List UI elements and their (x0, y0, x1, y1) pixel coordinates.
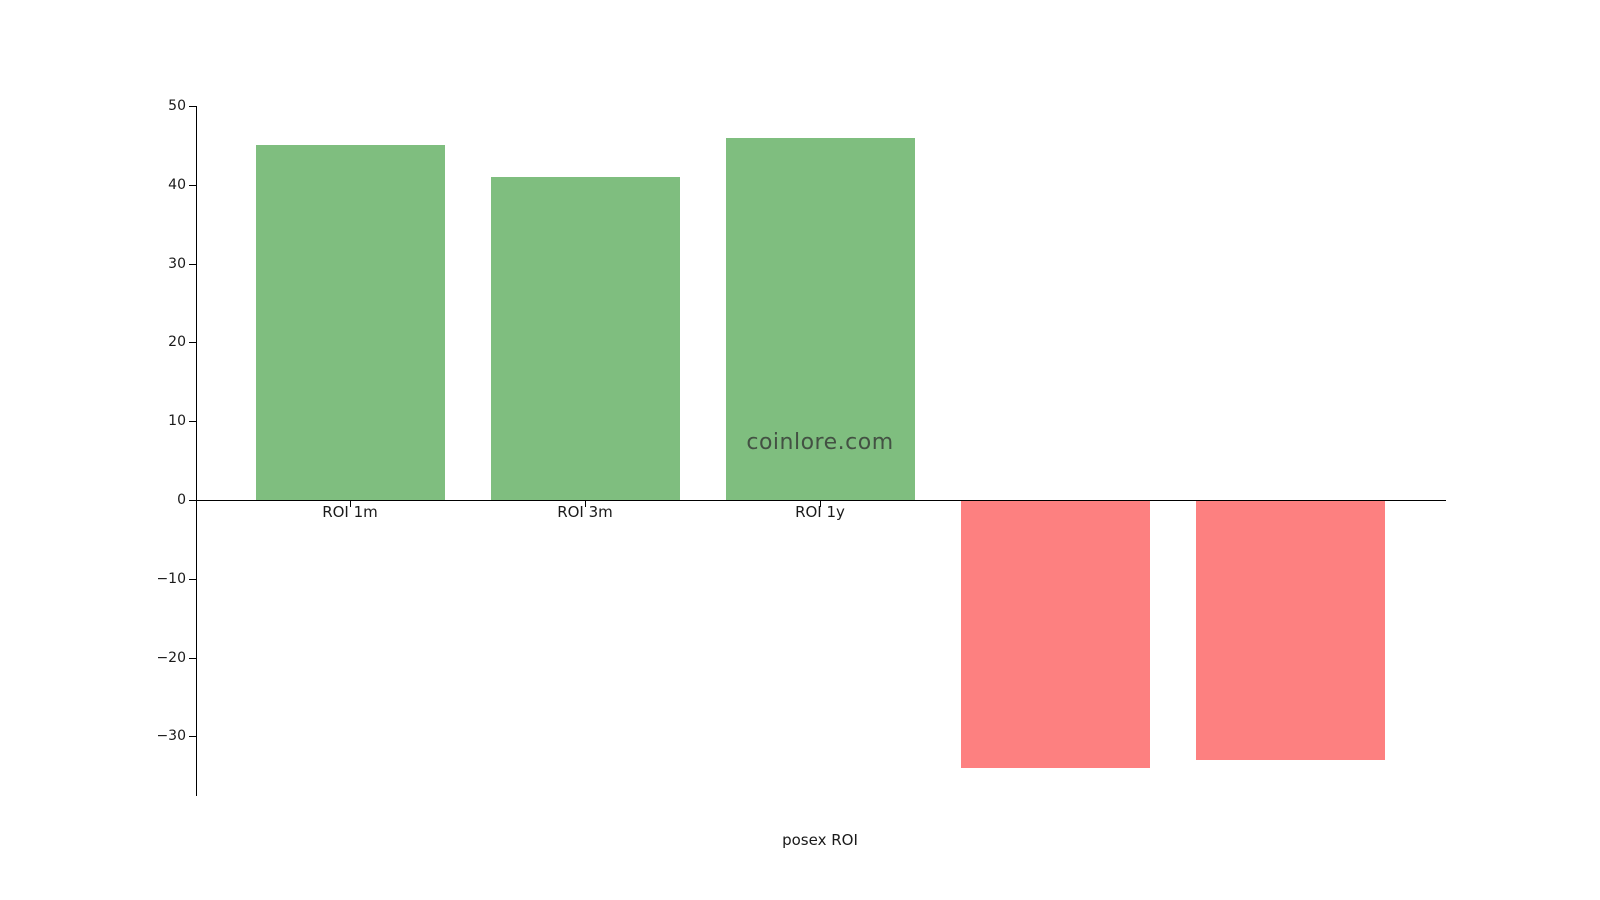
watermark-text: coinlore.com (746, 430, 894, 455)
bar-roi-1m (256, 145, 445, 500)
y-tick-40 (189, 185, 196, 186)
y-tick-label-50: 50 (168, 98, 186, 114)
x-tick-label-roi-1y: ROI 1y (795, 503, 845, 521)
x-axis-title: posex ROI (782, 831, 858, 849)
y-tick-label--30: −30 (156, 728, 186, 744)
x-tick-3 (820, 501, 821, 507)
y-tick-label--10: −10 (156, 571, 186, 587)
bar-roi-3m (491, 177, 680, 500)
bar-4 (961, 501, 1150, 768)
x-tick-label-roi-3m: ROI 3m (557, 503, 613, 521)
y-axis-line (196, 106, 197, 796)
y-tick--10 (189, 579, 196, 580)
y-tick-10 (189, 421, 196, 422)
y-tick--30 (189, 736, 196, 737)
y-tick-label-10: 10 (168, 413, 186, 429)
y-tick-30 (189, 264, 196, 265)
x-axis-line (196, 500, 1446, 501)
y-tick-label-30: 30 (168, 256, 186, 272)
y-tick-label--20: −20 (156, 650, 186, 666)
y-tick-label-40: 40 (168, 177, 186, 193)
y-tick-20 (189, 342, 196, 343)
y-tick-label-20: 20 (168, 334, 186, 350)
x-tick-2 (585, 501, 586, 507)
y-tick-label-0: 0 (177, 492, 186, 508)
y-tick-50 (189, 106, 196, 107)
bar-5 (1196, 501, 1385, 760)
x-tick-1 (350, 501, 351, 507)
x-tick-label-roi-1m: ROI 1m (322, 503, 378, 521)
y-tick--20 (189, 658, 196, 659)
bar-roi-1y (726, 138, 915, 500)
y-tick-0 (189, 500, 196, 501)
